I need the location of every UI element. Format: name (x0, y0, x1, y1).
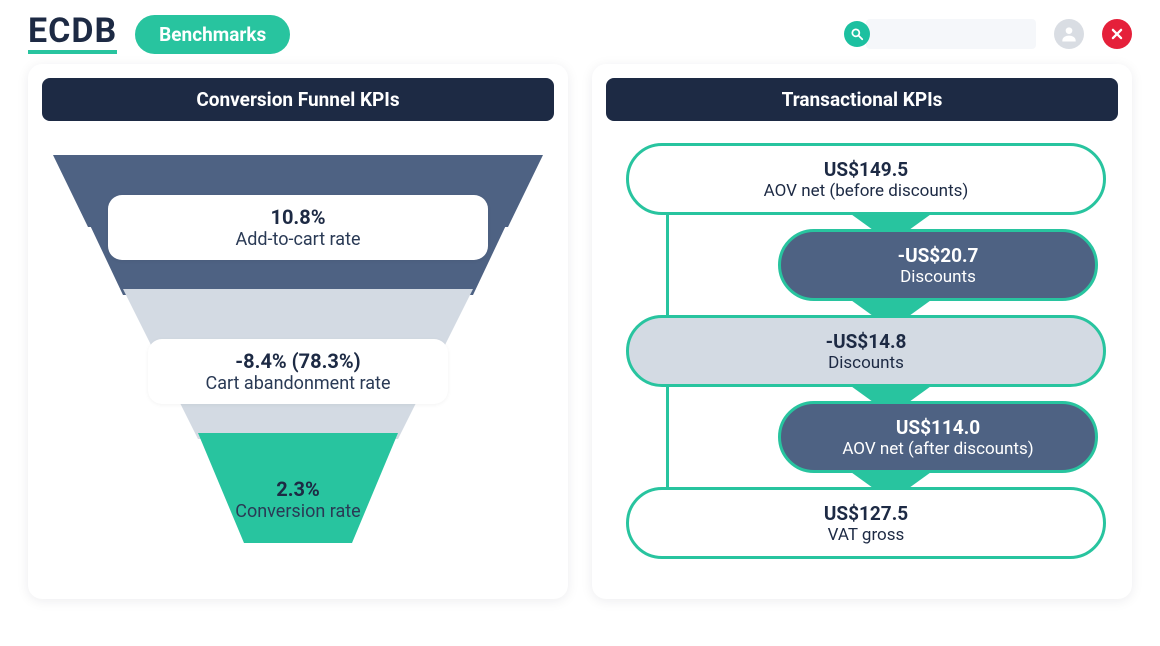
funnel-diagram: 10.8%Add-to-cart rate -8.4% (78.3%)Cart a… (42, 155, 554, 575)
transactional-metric: US$149.5AOV net (before discounts) (626, 143, 1106, 215)
transactional-panel: Transactional KPIs US$149.5AOV net (befo… (592, 64, 1132, 599)
metric-value: US$127.5 (824, 502, 908, 525)
funnel-metric: 10.8%Add-to-cart rate (108, 195, 488, 260)
funnel-panel: Conversion Funnel KPIs 10.8%Add-to-cart … (28, 64, 568, 599)
metric-label: AOV net (before discounts) (764, 181, 969, 201)
funnel-metric: 2.3%Conversion rate (168, 467, 428, 532)
metric-value: US$114.0 (896, 416, 980, 439)
metric-label: Add-to-cart rate (134, 229, 462, 250)
funnel-metric: -8.4% (78.3%)Cart abandonment rate (148, 339, 448, 404)
metric-value: US$149.5 (824, 158, 908, 181)
search-icon[interactable] (844, 21, 870, 47)
transactional-metric: -US$14.8Discounts (626, 315, 1106, 387)
metric-label: VAT gross (828, 525, 905, 545)
metric-value: 10.8% (134, 205, 462, 229)
brand-logo: ECDB (28, 14, 117, 54)
metric-label: Discounts (828, 353, 904, 373)
close-icon[interactable] (1102, 19, 1132, 49)
metric-value: -US$20.7 (898, 244, 979, 267)
metric-label: Conversion rate (194, 501, 402, 522)
funnel-title: Conversion Funnel KPIs (42, 78, 554, 121)
panels-row: Conversion Funnel KPIs 10.8%Add-to-cart … (0, 64, 1160, 617)
transactional-diagram: US$149.5AOV net (before discounts) -US$20… (606, 143, 1118, 563)
metric-label: AOV net (after discounts) (842, 439, 1033, 459)
metric-value: -US$14.8 (826, 330, 907, 353)
transactional-metric: US$127.5VAT gross (626, 487, 1106, 559)
transactional-metric: -US$20.7Discounts (778, 229, 1098, 301)
search-input[interactable] (866, 19, 1036, 49)
metric-label: Cart abandonment rate (174, 373, 422, 394)
metric-value: 2.3% (194, 477, 402, 501)
user-avatar-icon[interactable] (1054, 19, 1084, 49)
search-group (844, 19, 1036, 49)
metric-value: -8.4% (78.3%) (174, 349, 422, 373)
transactional-metric: US$114.0AOV net (after discounts) (778, 401, 1098, 473)
topbar: ECDB Benchmarks (0, 0, 1160, 64)
transactional-title: Transactional KPIs (606, 78, 1118, 121)
section-badge: Benchmarks (135, 15, 290, 54)
metric-label: Discounts (900, 267, 976, 287)
